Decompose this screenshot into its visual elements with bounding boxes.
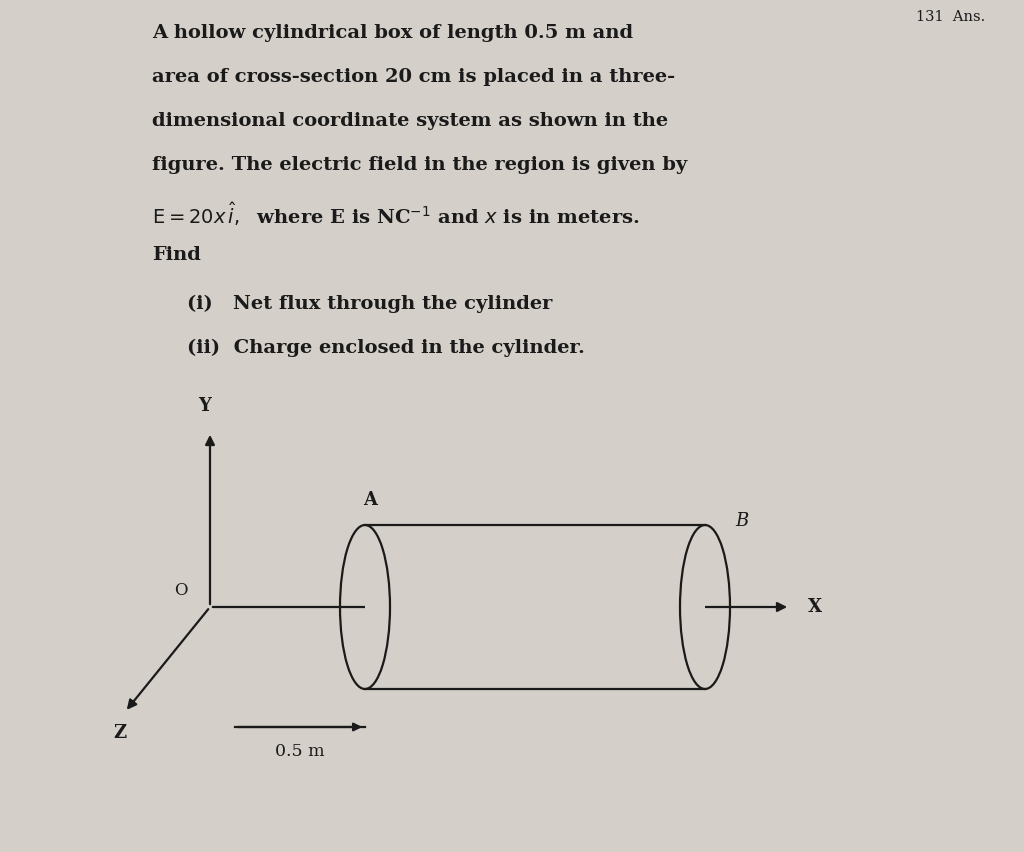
Text: $\mathrm{E} = 20x\,\hat{i},$  where E is NC$^{-1}$ and $x$ is in meters.: $\mathrm{E} = 20x\,\hat{i},$ where E is … [152, 200, 640, 228]
Text: 131  Ans.: 131 Ans. [915, 10, 985, 24]
Text: A: A [362, 491, 377, 509]
Text: Y: Y [199, 397, 211, 415]
Text: (i)   Net flux through the cylinder: (i) Net flux through the cylinder [187, 295, 552, 313]
Text: 0.5 m: 0.5 m [275, 743, 325, 760]
Text: Find: Find [152, 246, 201, 264]
Text: area of cross-section 20 cm is placed in a three-: area of cross-section 20 cm is placed in… [152, 68, 675, 86]
Text: dimensional coordinate system as shown in the: dimensional coordinate system as shown i… [152, 112, 668, 130]
Text: figure. The electric field in the region is given by: figure. The electric field in the region… [152, 156, 687, 174]
Text: (ii)  Charge enclosed in the cylinder.: (ii) Charge enclosed in the cylinder. [187, 338, 585, 357]
Polygon shape [365, 525, 705, 689]
Text: B: B [735, 512, 749, 530]
Text: A hollow cylindrical box of length 0.5 m and: A hollow cylindrical box of length 0.5 m… [152, 24, 633, 42]
Text: O: O [174, 582, 188, 599]
Text: X: X [808, 598, 822, 616]
Text: Z: Z [114, 724, 127, 742]
